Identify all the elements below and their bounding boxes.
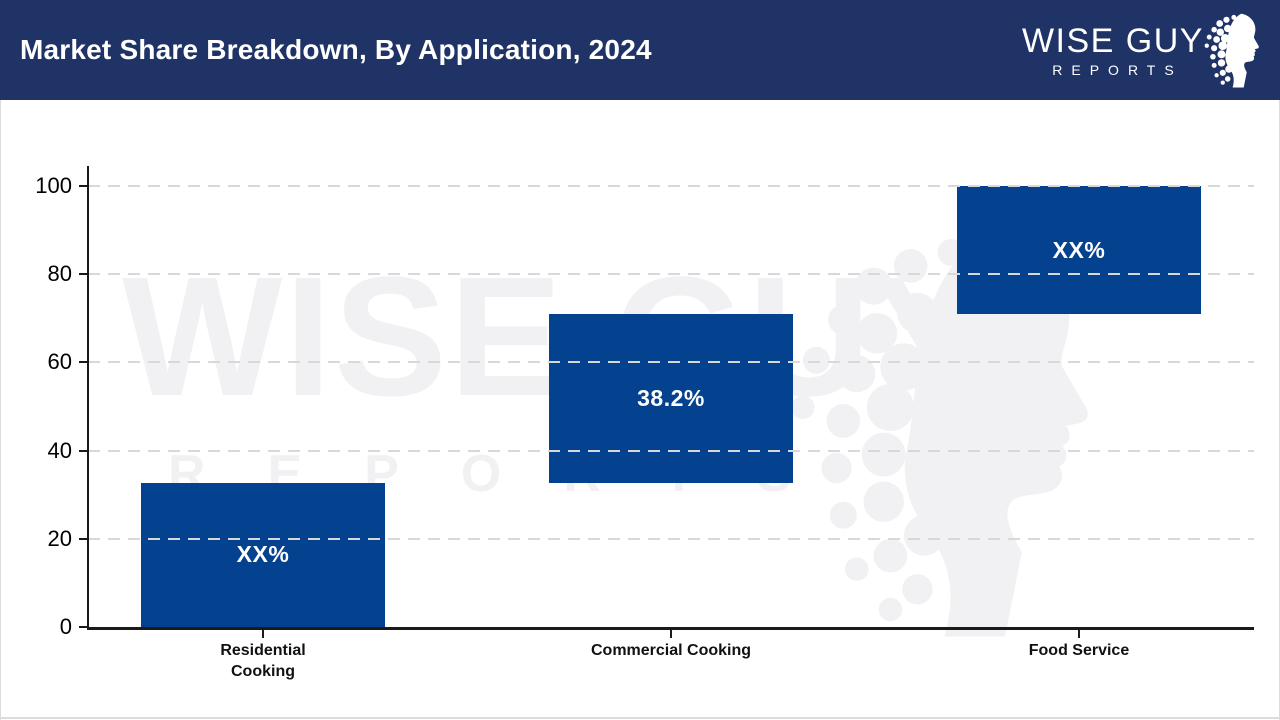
wise-guy-logo: WISE GUY REPORTS [1022,10,1266,90]
x-category-label: Commercial Cooking [590,642,752,659]
logo-wordmark-block: WISE GUY REPORTS [1022,24,1204,77]
y-tick-label: 20 [47,525,72,551]
gridline [88,361,1254,364]
x-category-label: Residential Cooking [220,642,306,680]
waterfall-chart: WISE GUY REPORTS 0 20 40 60 80 100 XX% 38.2% XX%… [0,100,1280,720]
y-tick-label: 0 [59,614,72,639]
logo-subtext: REPORTS [1052,61,1183,78]
y-tick [79,361,87,364]
face-dots-logo-icon [1204,13,1259,88]
x-tick [1078,630,1080,638]
y-tick [79,449,87,452]
gridline [88,449,1254,452]
gridline [88,273,1254,276]
bar-value-label: 38.2% [637,385,705,412]
y-tick [79,626,87,628]
bar: XX% [957,186,1201,315]
y-tick-label: 80 [47,261,72,287]
bar-value-label: XX% [1052,236,1106,263]
y-tick-label: 60 [47,349,72,375]
y-tick-label: 40 [47,437,72,463]
bar-value-label: XX% [236,541,290,568]
x-axis-line [87,627,1254,630]
header: Market Share Breakdown, By Application, … [0,0,1280,100]
y-tick-label: 100 [35,173,72,198]
gridline [88,185,1254,187]
bottom-border [0,717,1280,719]
x-tick [262,630,264,638]
left-border [0,100,1,720]
x-category-label: Food Service [1028,642,1130,659]
y-axis-line [87,166,89,630]
gridline [88,537,1254,540]
page-title: Market Share Breakdown, By Application, … [20,34,652,65]
bar: 38.2% [549,314,793,483]
y-tick [79,537,87,540]
bar: XX% [141,482,385,627]
y-tick [79,185,87,187]
y-tick [79,273,87,276]
logo-wordmark: WISE GUY [1021,21,1204,60]
x-tick [670,630,672,638]
